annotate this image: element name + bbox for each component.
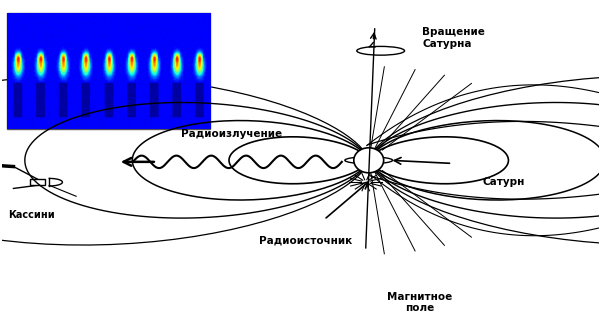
Text: Радиоизлучение: Радиоизлучение [181, 129, 282, 139]
Ellipse shape [354, 148, 383, 173]
Text: Кассини: Кассини [8, 210, 55, 220]
Bar [7, 13, 211, 129]
Text: Радиоисточник: Радиоисточник [259, 236, 353, 245]
Text: Вращение
Сатурна: Вращение Сатурна [422, 28, 485, 49]
Text: Сатурн: Сатурн [482, 177, 524, 187]
Bar [30, 179, 45, 185]
Text: Магнитное
поле: Магнитное поле [387, 292, 452, 313]
